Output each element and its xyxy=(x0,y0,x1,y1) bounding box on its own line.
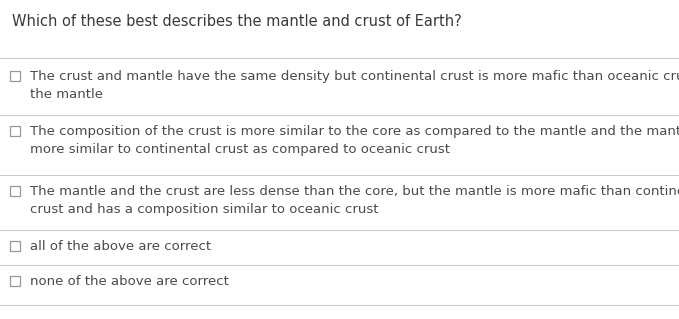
Text: The composition of the crust is more similar to the core as compared to the mant: The composition of the crust is more sim… xyxy=(30,125,679,156)
Text: none of the above are correct: none of the above are correct xyxy=(30,275,229,288)
Text: Which of these best describes the mantle and crust of Earth?: Which of these best describes the mantle… xyxy=(12,14,462,29)
Bar xyxy=(10,276,20,286)
Bar xyxy=(10,186,20,196)
Text: The crust and mantle have the same density but continental crust is more mafic t: The crust and mantle have the same densi… xyxy=(30,70,679,101)
Text: The mantle and the crust are less dense than the core, but the mantle is more ma: The mantle and the crust are less dense … xyxy=(30,185,679,216)
Text: all of the above are correct: all of the above are correct xyxy=(30,240,211,253)
Bar xyxy=(10,126,20,136)
Bar xyxy=(10,71,20,81)
Bar xyxy=(10,241,20,251)
